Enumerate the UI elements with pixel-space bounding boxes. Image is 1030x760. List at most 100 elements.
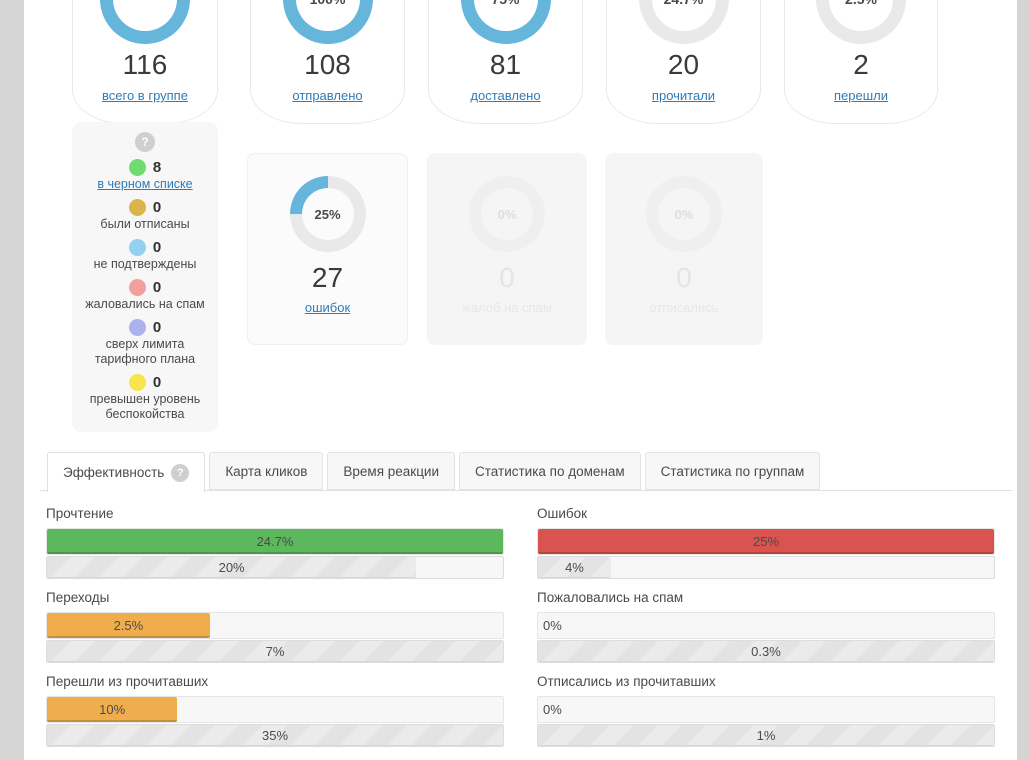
value-bar-track: 2.5% [46, 612, 504, 639]
value-bar-track: 0% [537, 696, 995, 723]
breakdown-label: не подтверждены [93, 257, 197, 271]
metric-label: Переходы [46, 590, 110, 605]
breakdown-item: 0 превышен уровень беспокойства [72, 374, 218, 422]
tab-0[interactable]: Эффективность ? [47, 452, 206, 492]
average-bar-fill [47, 641, 503, 662]
metric-value: 20 [667, 49, 700, 80]
value-bar-track: 25% [537, 528, 995, 555]
performance-column-right: Ошибок 25% 4% Пожаловались на спам 0% 0.… [537, 506, 995, 758]
stats-tabs: Эффективность ? Карта кликов Время реакц… [47, 452, 821, 492]
donut-percent-label: 100% [283, 0, 373, 44]
tab-4[interactable]: Статистика по группам [644, 452, 821, 490]
summary-card: 2.5% 2 перешли [784, 0, 938, 124]
metric-group: Переходы 2.5% 7% [46, 590, 504, 663]
tab-label: Статистика по доменам [475, 463, 625, 479]
average-bar-track: 1% [537, 724, 995, 747]
value-bar-fill [47, 613, 210, 638]
metric-link[interactable]: отправлено [292, 88, 363, 103]
tab-2[interactable]: Время реакции [327, 452, 456, 490]
average-bar-track: 0.3% [537, 640, 995, 663]
breakdown-item: 0 сверх лимита тарифного плана [72, 319, 218, 367]
value-percent-label: 0% [543, 702, 562, 717]
donut-chart: 2.5% [816, 0, 906, 44]
metric-link[interactable]: жалоб на спам [462, 300, 552, 315]
donut-chart: 100% [282, 0, 373, 44]
status-dot-icon [128, 279, 146, 296]
average-bar-fill [47, 557, 417, 578]
breakdown-value: 0 [152, 239, 162, 256]
metric-link[interactable]: ошибок [304, 300, 351, 315]
average-bar-track: 20% [46, 556, 504, 579]
summary-card: 75% 81 доставлено [428, 0, 583, 124]
average-bar-track: 35% [46, 724, 504, 747]
donut-percent-label: 0% [497, 206, 517, 222]
status-dot-icon [128, 239, 146, 256]
secondary-card: 0% 0 жалоб на спам [427, 153, 587, 345]
metric-link[interactable]: отписались [649, 300, 719, 315]
donut-chart: 0% [646, 176, 722, 252]
breakdown-label[interactable]: в черном списке [97, 177, 193, 191]
metric-link[interactable]: всего в группе [102, 88, 188, 103]
donut-percent-label: 25% [314, 206, 341, 222]
tab-1[interactable]: Карта кликов [209, 452, 324, 490]
breakdown-label: жаловались на спам [85, 297, 205, 311]
breakdown-item: 0 жаловались на спам [72, 279, 218, 312]
metric-link[interactable]: перешли [833, 88, 888, 103]
tab-label: Время реакции [343, 463, 440, 479]
average-bar-fill [538, 641, 994, 662]
value-bar-fill [538, 529, 994, 554]
donut-percent-label [100, 0, 190, 44]
average-bar-track: 4% [537, 556, 995, 579]
metric-value: 0 [676, 262, 692, 293]
metric-link[interactable]: доставлено [470, 88, 541, 103]
status-dot-icon [128, 374, 146, 391]
average-percent-label: 0.3% [751, 644, 781, 659]
donut-chart [100, 0, 190, 44]
metric-value: 81 [489, 49, 522, 80]
value-bar-fill [47, 529, 503, 554]
donut-chart: 25% [289, 176, 366, 252]
status-dot-icon [128, 199, 146, 216]
help-icon[interactable]: ? [171, 463, 190, 482]
tab-3[interactable]: Статистика по доменам [459, 452, 641, 490]
metric-label: Прочтение [46, 506, 114, 521]
average-bar-fill [47, 725, 503, 746]
donut-percent-label: 75% [461, 0, 551, 44]
tab-label: Эффективность [63, 465, 165, 480]
average-bar-track: 7% [46, 640, 504, 663]
value-percent-label: 2.5% [113, 618, 144, 633]
breakdown-value: 0 [152, 319, 162, 336]
value-percent-label: 25% [752, 534, 780, 549]
value-bar-track: 24.7% [46, 528, 504, 555]
page-right-margin [1017, 0, 1030, 760]
average-percent-label: 1% [756, 728, 776, 743]
help-icon[interactable]: ? [135, 132, 155, 152]
breakdown-item: 0 были отписаны [72, 199, 218, 232]
breakdown-value: 0 [152, 374, 162, 391]
metric-group: Прочтение 24.7% 20% [46, 506, 504, 579]
average-percent-label: 35% [261, 728, 289, 743]
value-bar-track: 0% [537, 612, 995, 639]
donut-percent-label: 0% [674, 206, 694, 222]
tab-label: Статистика по группам [660, 463, 805, 479]
donut-chart: 24.7% [638, 0, 729, 44]
metric-link[interactable]: прочитали [651, 88, 716, 103]
breakdown-item: 8 в черном списке [72, 159, 218, 192]
value-percent-label: 10% [99, 702, 126, 717]
value-bar-track: 10% [46, 696, 504, 723]
value-percent-label: 24.7% [256, 534, 294, 549]
donut-chart: 75% [460, 0, 551, 44]
metric-value: 0 [499, 262, 515, 293]
breakdown-value: 0 [152, 199, 162, 216]
page-left-margin [0, 0, 24, 760]
breakdown-panel: ? 8 в черном списке 0 были отписаны 0 не… [72, 122, 218, 432]
secondary-card: 0% 0 отписались [605, 153, 763, 345]
metric-group: Ошибок 25% 4% [537, 506, 995, 579]
value-percent-label: 0% [543, 618, 562, 633]
average-bar-fill [538, 557, 611, 578]
secondary-card: 25% 27 ошибок [247, 153, 408, 345]
status-dot-icon [128, 159, 146, 176]
metric-group: Пожаловались на спам 0% 0.3% [537, 590, 995, 663]
performance-column-left: Прочтение 24.7% 20% Переходы 2.5% 7% Пер… [46, 506, 504, 758]
